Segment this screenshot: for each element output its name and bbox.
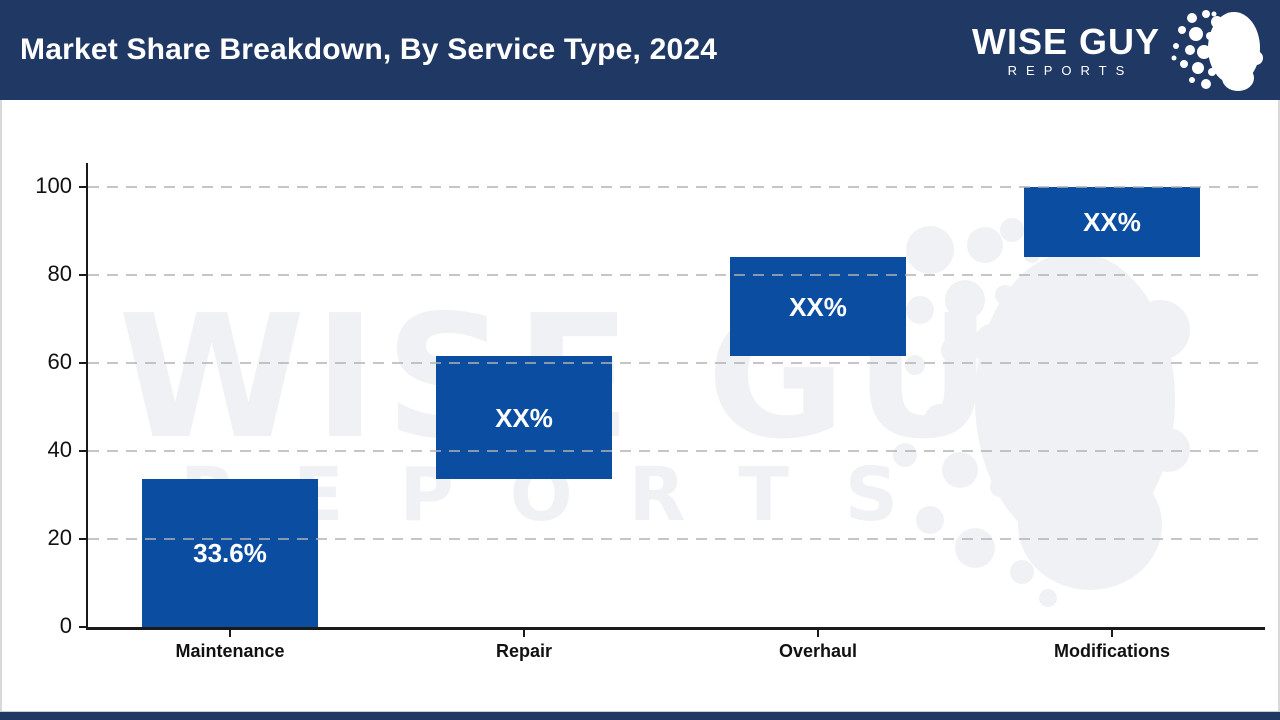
y-tick-label: 40 [47, 437, 72, 462]
x-tick-label: Overhaul [778, 641, 858, 661]
bar-maintenance [142, 479, 318, 627]
header: Market Share Breakdown, By Service Type,… [0, 0, 1280, 100]
page-title: Market Share Breakdown, By Service Type,… [20, 33, 718, 66]
gridline [88, 274, 1265, 276]
y-tick [79, 450, 88, 452]
gridline [88, 538, 1265, 540]
x-tick-label: Modifications [1054, 641, 1170, 661]
logo-text: WISE GUY REPORTS [971, 20, 1160, 78]
y-tick [79, 186, 88, 188]
x-tick-label: Repair [495, 641, 553, 661]
bar-modifications [1024, 187, 1200, 258]
y-tick-label: 60 [47, 349, 72, 374]
x-axis-line [86, 627, 1265, 630]
bar-value-label: 33.6% [193, 538, 267, 569]
bar-repair [436, 356, 612, 480]
x-tick [229, 630, 231, 637]
gridline [88, 450, 1265, 452]
y-tick [79, 274, 88, 276]
y-tick-label: 20 [47, 525, 72, 550]
bar-value-label: XX% [495, 402, 553, 433]
x-tick [817, 630, 819, 637]
wiseguy-logo: WISE GUY REPORTS [972, 6, 1266, 94]
y-tick [79, 626, 88, 628]
y-tick [79, 538, 88, 540]
gridline [88, 186, 1265, 188]
logo-face-icon [1171, 10, 1263, 91]
logo-subtext: REPORTS [1007, 62, 1134, 78]
x-tick-label: Maintenance [175, 641, 285, 661]
logo-wordmark: WISE GUY [971, 20, 1160, 62]
bar-value-label: XX% [789, 291, 847, 322]
bar-overhaul [730, 257, 906, 357]
gridline [88, 362, 1265, 364]
y-tick-label: 100 [35, 173, 72, 198]
y-tick-label: 80 [47, 261, 72, 286]
y-axis-line [86, 163, 88, 630]
x-tick [523, 630, 525, 637]
y-tick-label: 0 [59, 613, 72, 638]
footer-bar [0, 711, 1280, 720]
bar-value-label: XX% [1083, 207, 1141, 238]
x-tick [1111, 630, 1113, 637]
y-tick [79, 362, 88, 364]
